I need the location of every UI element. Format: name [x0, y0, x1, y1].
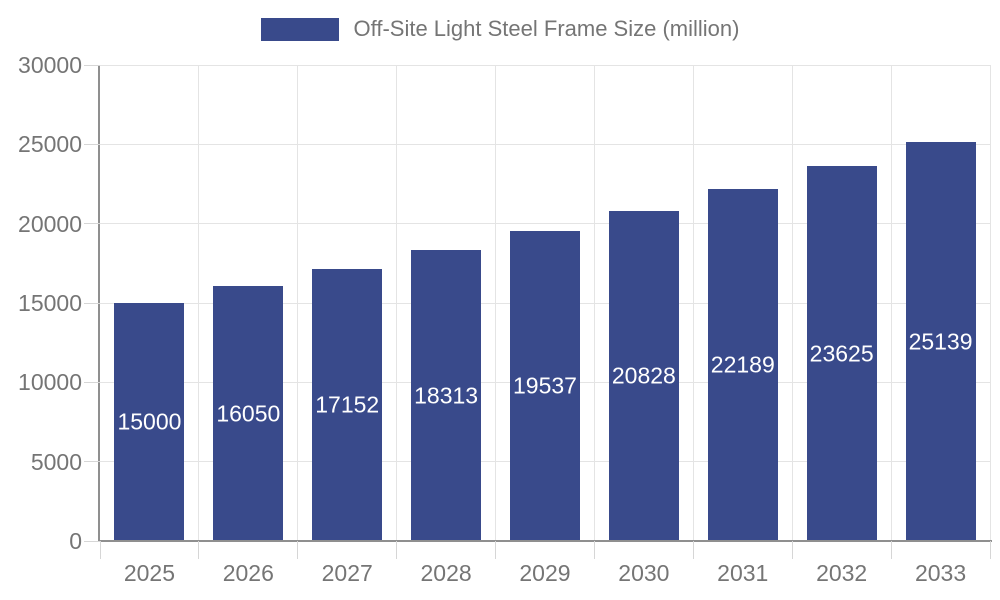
x-axis-tick	[791, 541, 793, 559]
y-gridline	[100, 64, 990, 66]
x-axis-tick-label: 2030	[618, 560, 670, 586]
x-gridline	[890, 65, 892, 541]
legend-swatch-icon	[260, 17, 339, 41]
x-axis-tick	[890, 541, 892, 559]
bar-2029[interactable]: 19537	[510, 231, 580, 541]
y-axis-tick-label: 30000	[18, 52, 82, 78]
bar-value-label: 20828	[611, 362, 676, 389]
bar-value-label: 16050	[216, 400, 281, 427]
y-axis-tick-label: 15000	[18, 290, 82, 316]
bar-2025[interactable]: 15000	[114, 303, 185, 541]
bar-value-label: 17152	[315, 391, 380, 418]
bar-value-label: 23625	[809, 340, 874, 367]
y-axis-tick-label: 10000	[18, 369, 82, 396]
x-gridline	[198, 65, 200, 541]
x-axis-tick	[495, 541, 497, 559]
y-axis-tick-label: 5000	[30, 448, 82, 475]
x-axis-tick	[396, 541, 398, 559]
x-axis-tick	[198, 541, 200, 559]
legend: Off-Site Light Steel Frame Size (million…	[0, 16, 1000, 42]
x-axis-tick-label: 2032	[816, 560, 868, 586]
x-axis-tick-label: 2031	[717, 560, 769, 586]
x-gridline	[692, 65, 694, 541]
y-axis-tick	[84, 223, 100, 225]
y-axis-tick	[84, 540, 100, 542]
x-gridline	[396, 65, 398, 541]
x-axis-tick-label: 2029	[519, 560, 571, 586]
x-gridline	[593, 65, 595, 541]
bar-2031[interactable]: 22189	[707, 188, 778, 541]
bar-value-label: 19537	[513, 372, 577, 399]
bar-2032[interactable]: 23625	[806, 166, 877, 541]
x-axis-tick	[297, 541, 299, 559]
y-axis-tick-label: 25000	[18, 131, 82, 158]
y-gridline	[100, 223, 990, 225]
x-gridline	[495, 65, 497, 541]
x-gridline	[989, 65, 991, 541]
legend-item[interactable]: Off-Site Light Steel Frame Size (million…	[260, 16, 740, 42]
bar-value-label: 25139	[908, 328, 973, 355]
x-axis-tick	[692, 541, 694, 559]
y-axis-tick	[84, 461, 100, 463]
x-axis-tick	[593, 541, 595, 559]
bar-2028[interactable]: 18313	[411, 250, 482, 541]
plot-area: 15000 16050 17152 18313 19537 20828 22189 23625…	[100, 64, 991, 541]
x-axis-line	[98, 540, 992, 542]
x-axis-tick-label: 2028	[420, 560, 472, 586]
x-axis-tick-label: 2033	[914, 560, 967, 586]
x-gridline	[297, 65, 299, 541]
bar-2030[interactable]: 20828	[608, 210, 679, 541]
bar-2026[interactable]: 16050	[213, 286, 284, 541]
x-axis-tick-label: 2027	[321, 560, 373, 586]
legend-label: Off-Site Light Steel Frame Size (million…	[353, 16, 740, 41]
bar-value-label: 22189	[710, 351, 775, 378]
x-axis-tick	[989, 541, 991, 559]
y-axis-tick	[84, 143, 100, 145]
x-axis-tick-label: 2025	[123, 560, 176, 586]
y-axis-tick-label: 0	[69, 528, 82, 554]
bar-value-label: 18313	[414, 382, 479, 409]
y-axis-tick	[84, 64, 100, 66]
y-gridline	[100, 143, 990, 145]
x-gridline	[791, 65, 793, 541]
y-axis-tick	[84, 381, 100, 383]
x-axis-tick-label: 2026	[222, 560, 274, 586]
bar-2033[interactable]: 25139	[905, 142, 976, 541]
y-axis-tick-label: 20000	[18, 210, 82, 237]
x-axis-tick	[99, 541, 101, 559]
bar-value-label: 15000	[117, 408, 182, 435]
bar-2027[interactable]: 17152	[312, 268, 383, 541]
y-axis-tick	[84, 302, 100, 304]
